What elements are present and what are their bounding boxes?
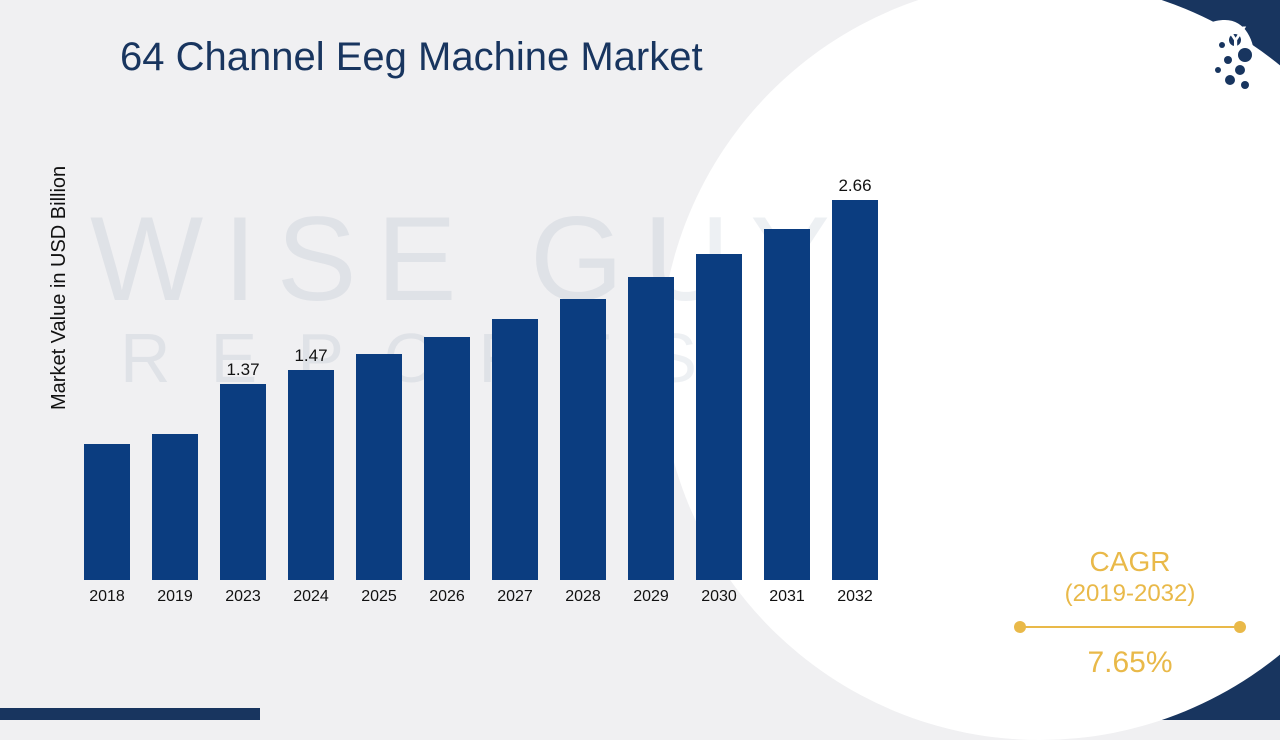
bar	[220, 384, 266, 580]
bar	[152, 434, 198, 580]
y-axis-label: Market Value in USD Billion	[48, 166, 71, 410]
cagr-callout: CAGR (2019-2032) 7.65%	[980, 546, 1280, 680]
bar	[424, 337, 470, 580]
x-tick-label: 2023	[225, 588, 261, 606]
bar	[356, 354, 402, 580]
x-tick-label: 2032	[837, 588, 873, 606]
cagr-label: CAGR	[980, 546, 1280, 578]
bar-value-label: 2.66	[838, 176, 871, 196]
bar	[764, 229, 810, 580]
x-tick-label: 2031	[769, 588, 805, 606]
chart-title: 64 Channel Eeg Machine Market	[120, 35, 703, 80]
x-tick-label: 2029	[633, 588, 669, 606]
bar-value-label: 1.37	[226, 360, 259, 380]
bar	[832, 200, 878, 580]
bar	[560, 299, 606, 580]
cagr-value: 7.65%	[980, 646, 1280, 680]
bar	[84, 444, 130, 580]
brand-logo: WISE GUY REPORTS	[1046, 20, 1250, 78]
x-tick-label: 2026	[429, 588, 465, 606]
main-chart-area: 64 Channel Eeg Machine Market Market Val…	[0, 0, 960, 720]
x-tick-label: 2025	[361, 588, 397, 606]
bar	[628, 277, 674, 580]
bar	[696, 254, 742, 580]
x-tick-label: 2019	[157, 588, 193, 606]
bar	[288, 370, 334, 580]
x-tick-label: 2028	[565, 588, 601, 606]
x-tick-label: 2024	[293, 588, 329, 606]
bar-value-label: 1.47	[294, 346, 327, 366]
x-tick-label: 2027	[497, 588, 533, 606]
cagr-period: (2019-2032)	[980, 580, 1280, 608]
cagr-divider	[1020, 626, 1240, 628]
bar	[492, 319, 538, 580]
x-tick-label: 2018	[89, 588, 125, 606]
x-tick-label: 2030	[701, 588, 737, 606]
bar-chart: 2018201920231.3720241.472025202620272028…	[80, 160, 900, 600]
